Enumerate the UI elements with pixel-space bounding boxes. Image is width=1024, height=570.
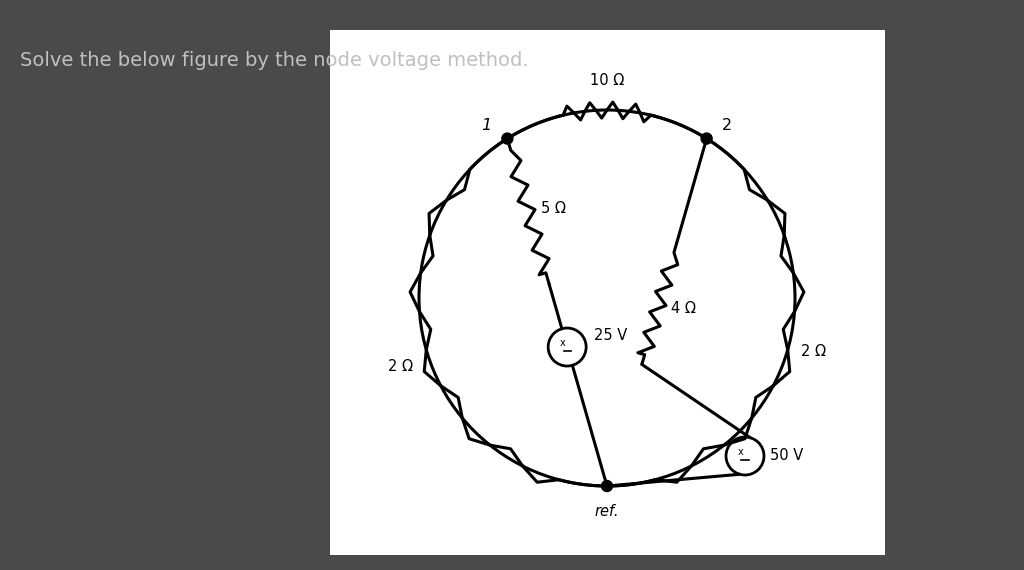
Text: 5 Ω: 5 Ω [542,201,566,215]
Text: 10 Ω: 10 Ω [590,73,624,88]
Text: 25 V: 25 V [594,328,628,343]
Text: 2: 2 [722,117,732,133]
Text: ref.: ref. [595,504,620,519]
Circle shape [601,481,612,491]
Text: 50 V: 50 V [770,449,803,463]
Circle shape [701,133,712,144]
Text: x: x [560,339,565,348]
Text: 2 Ω: 2 Ω [801,344,826,359]
FancyBboxPatch shape [330,30,885,555]
Text: 1: 1 [481,117,492,133]
Text: x: x [738,447,743,457]
Text: 4 Ω: 4 Ω [672,301,696,316]
Text: 2 Ω: 2 Ω [388,359,413,374]
Circle shape [502,133,513,144]
Text: Solve the below figure by the node voltage method.: Solve the below figure by the node volta… [20,51,529,70]
